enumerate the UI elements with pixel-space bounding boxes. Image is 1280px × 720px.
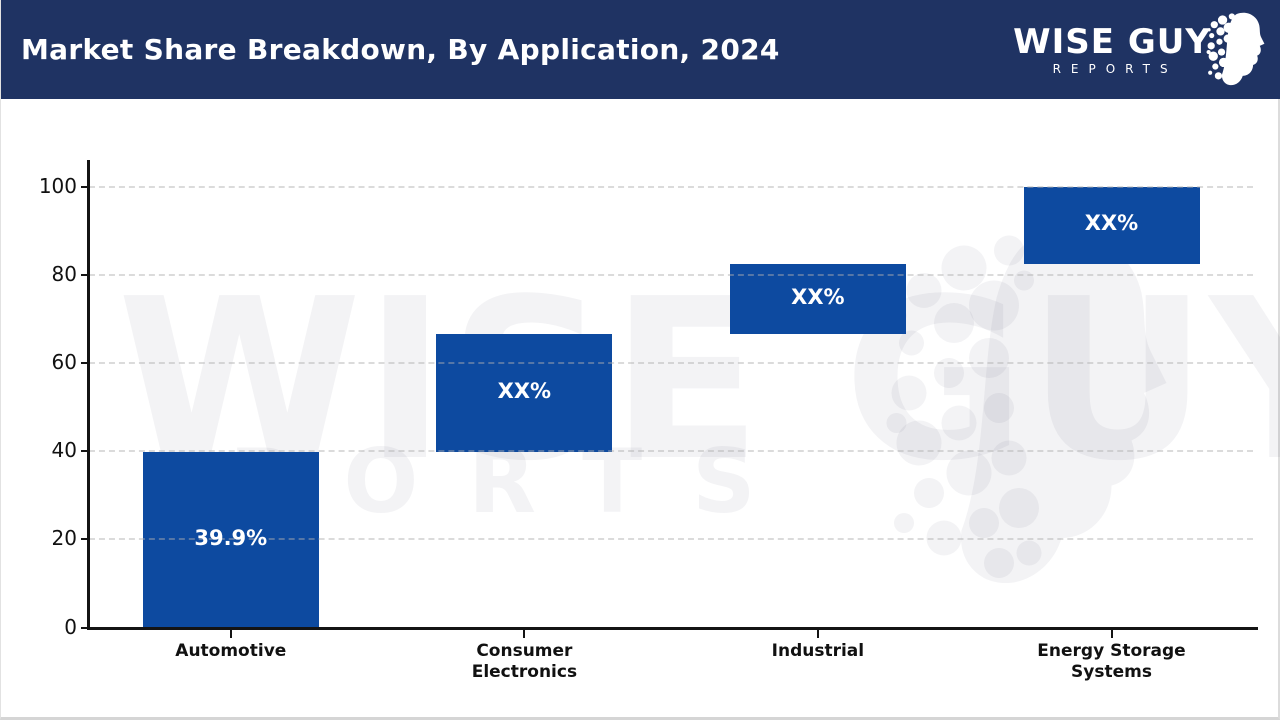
- y-tick-label-20: 20: [51, 526, 77, 551]
- y-tick-label-0: 0: [64, 614, 77, 639]
- y-tick-label-40: 40: [51, 438, 77, 463]
- page-title: Market Share Breakdown, By Application, …: [21, 33, 780, 66]
- y-tick-mark-0: [81, 626, 89, 629]
- y-tick-label-80: 80: [51, 262, 77, 287]
- x-tick-mark-1: [523, 629, 526, 638]
- y-axis-line: [87, 160, 90, 630]
- bar-automotive: [142, 451, 319, 628]
- x-category-label-3: Energy Storage Systems: [1037, 641, 1186, 682]
- gridline-60: [89, 362, 1253, 365]
- y-tick-mark-80: [81, 274, 89, 277]
- y-tick-label-60: 60: [51, 350, 77, 375]
- x-tick-mark-0: [229, 629, 232, 638]
- x-category-label-1: Consumer Electronics: [471, 641, 578, 682]
- x-category-label-0: Automotive: [175, 641, 287, 661]
- brand-text: WISE GUY REPORTS: [1013, 25, 1211, 76]
- bar-value-label-3: XX%: [1084, 211, 1139, 236]
- chart-plot-area: 0 20 40 60 80 100 39.9% XX% XX% XX% Automotive Cons…: [1, 99, 1280, 717]
- bar-industrial: [729, 263, 906, 335]
- gridline-40: [89, 450, 1253, 453]
- y-tick-label-100: 100: [38, 174, 77, 198]
- y-tick-mark-40: [81, 450, 89, 453]
- bar-value-label-1: XX%: [497, 378, 552, 403]
- header-bar: Market Share Breakdown, By Application, …: [1, 0, 1280, 99]
- gridline-80: [89, 274, 1253, 277]
- brand-wiseguy-label: WISE GUY: [1013, 21, 1211, 62]
- watermark-head-icon: [886, 232, 1167, 584]
- x-category-label-2: Industrial: [771, 641, 865, 661]
- x-tick-mark-3: [1110, 629, 1113, 638]
- brand-logo: WISE GUY REPORTS: [1013, 6, 1267, 94]
- y-tick-mark-20: [81, 538, 89, 541]
- bar-energy-storage-systems: [1023, 187, 1200, 264]
- gridline-100: [89, 186, 1253, 188]
- y-tick-mark-60: [81, 362, 89, 365]
- bar-consumer-electronics: [436, 334, 613, 452]
- bar-value-label-2: XX%: [791, 284, 845, 309]
- x-tick-mark-2: [816, 629, 819, 638]
- y-tick-mark-100: [81, 186, 89, 188]
- brand-head-icon: [1206, 12, 1265, 86]
- gridline-20: [89, 538, 1253, 541]
- brand-reports-label: REPORTS: [1052, 61, 1178, 76]
- x-axis-line: [87, 626, 1258, 630]
- bar-value-label-0: 39.9%: [194, 525, 268, 550]
